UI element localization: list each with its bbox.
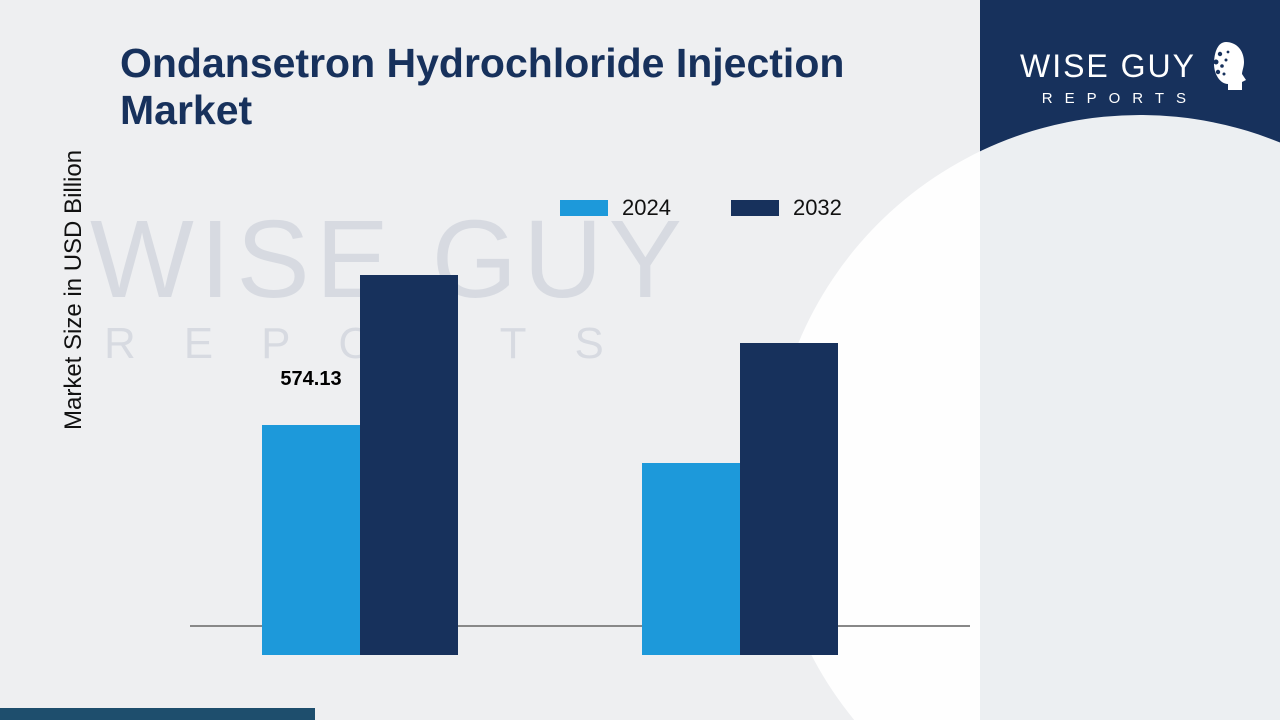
legend-label: 2024 [622, 195, 671, 221]
y-axis-label: Market Size in USD Billion [60, 150, 88, 430]
accent-bar [0, 708, 315, 720]
legend-swatch-2032 [731, 200, 779, 216]
chart-title: Ondansetron Hydrochloride Injection Mark… [120, 40, 890, 134]
brand-logo-text: WISE GUY [1020, 48, 1196, 85]
bar-value-label: 574.13 [280, 368, 341, 391]
head-icon [1206, 40, 1250, 92]
bar-2024-branded [642, 463, 740, 655]
legend-item: 2032 [731, 195, 842, 221]
brand-logo: WISE GUY REPORTS [1020, 40, 1250, 107]
stage: WISE GUY REPORTS WISE GUY REPORTS Ondans… [0, 0, 1280, 720]
bar-2032-branded [740, 343, 838, 655]
bar-chart: Generic574.13Branded [120, 225, 970, 655]
bar-2032-generic [360, 275, 458, 655]
bar-2024-generic [262, 425, 360, 655]
legend: 2024 2032 [560, 195, 842, 221]
legend-label: 2032 [793, 195, 842, 221]
legend-swatch-2024 [560, 200, 608, 216]
brand-logo-main: WISE GUY [1020, 40, 1250, 92]
legend-item: 2024 [560, 195, 671, 221]
brand-logo-sub: REPORTS [1020, 90, 1250, 107]
